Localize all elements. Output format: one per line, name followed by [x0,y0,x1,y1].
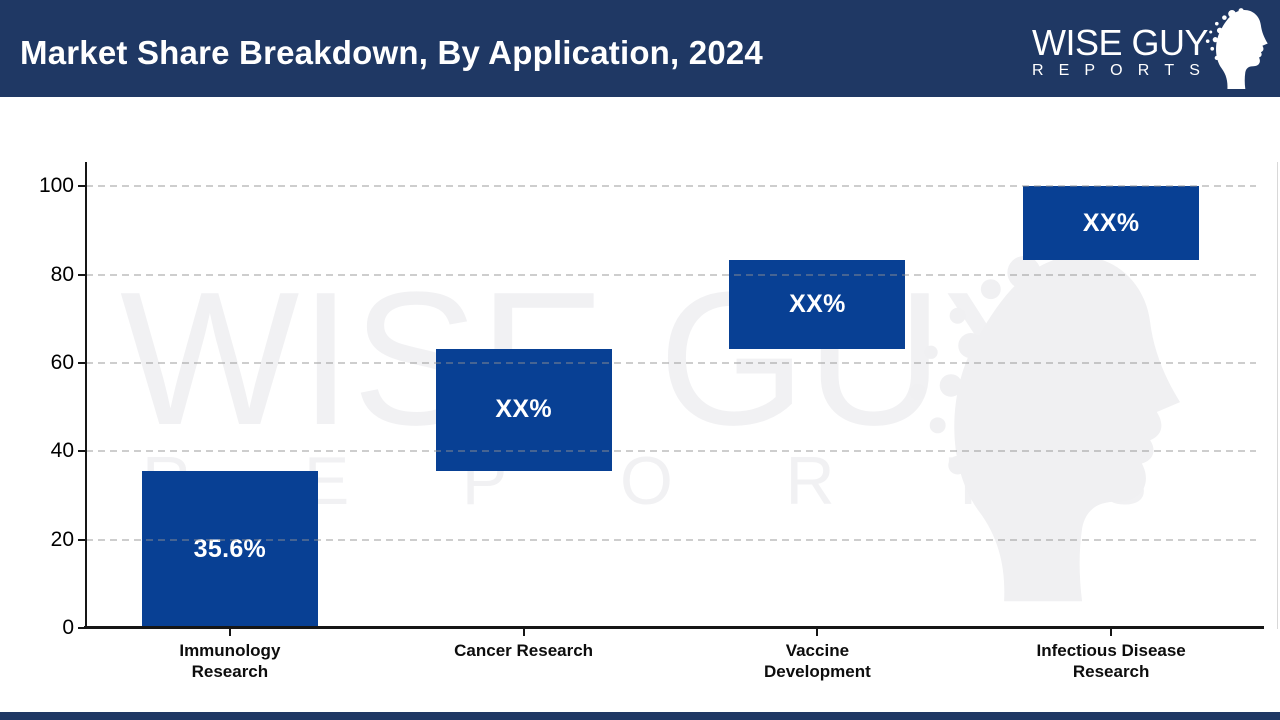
y-axis-tick [78,362,86,365]
plot-right-border [1277,162,1278,629]
x-axis-tick [522,629,525,636]
y-axis-tick-label: 80 [50,262,74,286]
x-axis-category-label: Cancer Research [454,641,594,660]
y-axis-tick [78,185,86,188]
header-bar: Market Share Breakdown, By Application, … [0,0,1280,97]
x-axis-line [84,626,1264,629]
x-axis-category-label: Immunology Research [179,641,281,681]
gridline [86,185,1256,188]
y-axis-tick-label: 40 [50,439,74,463]
bar-value-label: XX% [1082,208,1140,237]
bar-value-label: XX% [495,395,552,424]
watermark-head-logo [858,222,1190,622]
y-axis-tick-label: 0 [62,616,74,639]
bar-segment: XX% [729,260,906,349]
bar-segment: XX% [435,348,612,471]
logo-wordmark: WISE GUY [1031,22,1209,64]
y-axis-tick-label: 60 [50,351,74,375]
y-axis-tick [78,627,86,629]
bar-value-label: 35.6% [193,534,267,563]
gridline [86,273,1256,276]
y-axis-tick [78,450,86,453]
y-axis-line [85,162,87,628]
y-axis-tick-label: 100 [38,174,74,198]
footer-bar [0,712,1280,720]
x-axis-category-label: Infectious Disease Research [1036,641,1186,681]
y-axis-tick-label: 20 [50,527,74,551]
gridline [86,538,1256,541]
gridline [86,450,1256,453]
chart-title: Market Share Breakdown, By Application, … [20,34,763,71]
y-axis-tick [78,273,86,276]
gridline [86,362,1256,365]
y-axis-tick [78,538,86,541]
bar-segment: 35.6% [141,470,318,628]
bar-value-label: XX% [789,290,846,319]
x-axis-tick [228,629,231,636]
logo-head-icon [1194,6,1270,90]
bar-segment: XX% [1023,186,1200,261]
x-axis-category-label: Vaccine Development [764,641,871,681]
x-axis-tick [1110,629,1113,636]
x-axis-tick [816,629,819,636]
